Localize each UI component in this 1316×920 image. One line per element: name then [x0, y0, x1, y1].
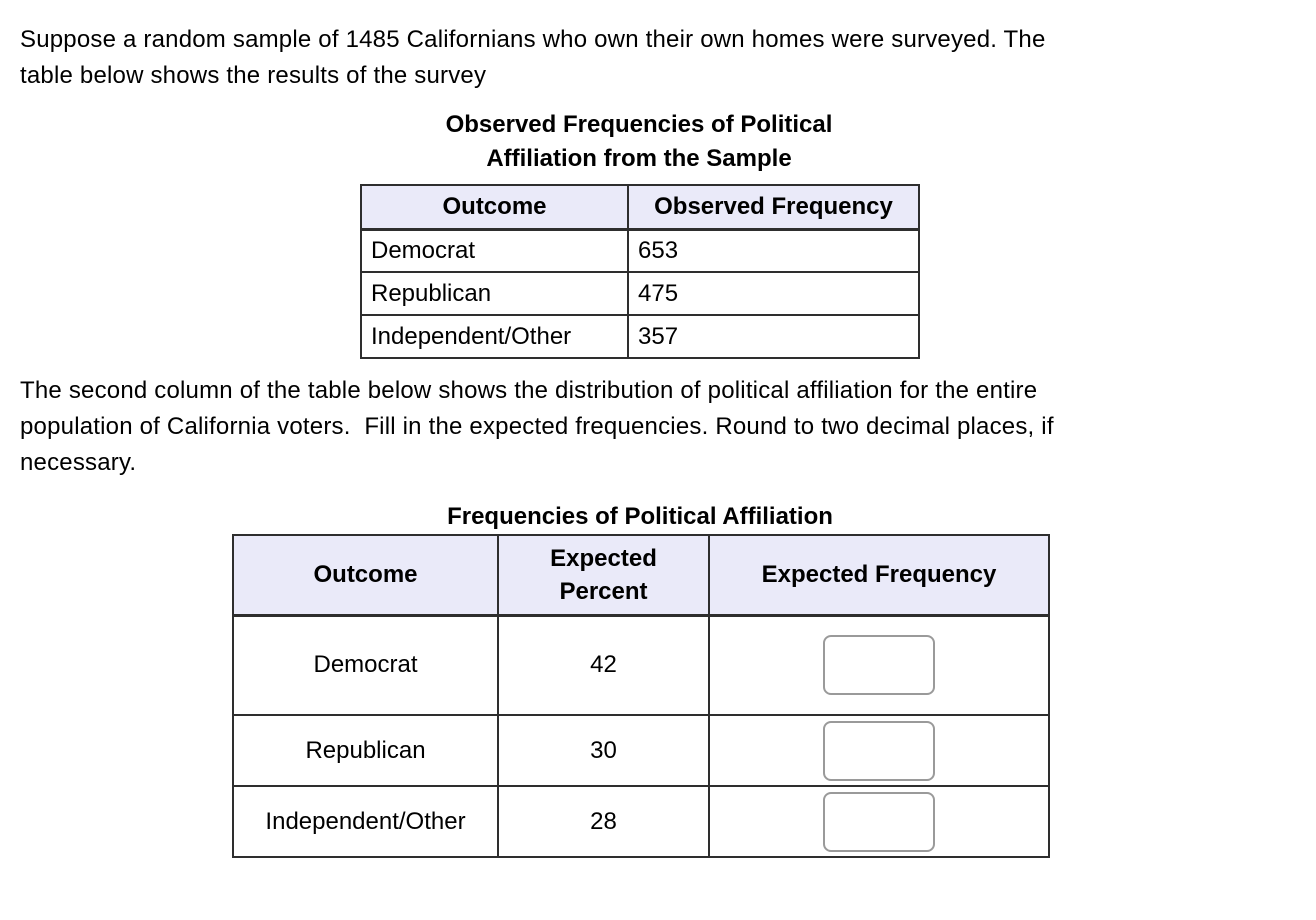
- expected-table-header-row: Outcome Expected Percent Expected Freque…: [232, 534, 1050, 617]
- table-row: Republican 30: [232, 714, 1050, 787]
- problem-page: Suppose a random sample of 1485 Californ…: [20, 26, 1054, 858]
- column-header-expected-frequency: Expected Frequency: [708, 534, 1050, 617]
- observed-frequencies-table: Outcome Observed Frequency Democrat 653 …: [360, 184, 920, 359]
- table-row: Democrat 653: [360, 228, 920, 273]
- problem-intro-text: Suppose a random sample of 1485 Californ…: [20, 26, 1046, 89]
- table-row: Independent/Other 28: [232, 785, 1050, 858]
- expected-frequency-cell: [708, 614, 1050, 716]
- outcome-cell: Republican: [232, 714, 499, 787]
- table-row: Republican 475: [360, 271, 920, 316]
- column-header-outcome: Outcome: [232, 534, 499, 617]
- observed-frequency-cell: 357: [627, 314, 920, 359]
- expected-frequency-input-republican[interactable]: [823, 720, 935, 781]
- outcome-cell: Democrat: [232, 614, 499, 716]
- column-header-expected-percent: Expected Percent: [497, 534, 710, 617]
- expected-frequency-input-independent-other[interactable]: [823, 791, 935, 852]
- observed-frequency-cell: 653: [627, 228, 920, 273]
- table-row: Independent/Other 357: [360, 314, 920, 359]
- expected-table-title: Frequencies of Political Affiliation: [447, 503, 833, 530]
- expected-frequency-input-democrat[interactable]: [823, 635, 935, 696]
- expected-percent-cell: 28: [497, 785, 710, 858]
- column-header-observed-frequency: Observed Frequency: [627, 184, 920, 231]
- expected-frequency-cell: [708, 714, 1050, 787]
- expected-frequencies-table: Outcome Expected Percent Expected Freque…: [232, 534, 1050, 858]
- observed-frequency-cell: 475: [627, 271, 920, 316]
- table-row: Democrat 42: [232, 614, 1050, 716]
- outcome-cell: Republican: [360, 271, 629, 316]
- column-header-outcome: Outcome: [360, 184, 629, 231]
- outcome-cell: Independent/Other: [360, 314, 629, 359]
- expected-percent-cell: 30: [497, 714, 710, 787]
- problem-instruction-text: The second column of the table below sho…: [20, 377, 1054, 476]
- expected-frequency-cell: [708, 785, 1050, 858]
- observed-table-header-row: Outcome Observed Frequency: [360, 184, 920, 231]
- expected-table-section: Frequencies of Political Affiliation Out…: [232, 503, 1050, 858]
- outcome-cell: Democrat: [360, 228, 629, 273]
- observed-table-section: Observed Frequencies of Political Affili…: [360, 108, 920, 359]
- outcome-cell: Independent/Other: [232, 785, 499, 858]
- expected-percent-cell: 42: [497, 614, 710, 716]
- observed-table-title: Observed Frequencies of Political Affili…: [445, 111, 833, 172]
